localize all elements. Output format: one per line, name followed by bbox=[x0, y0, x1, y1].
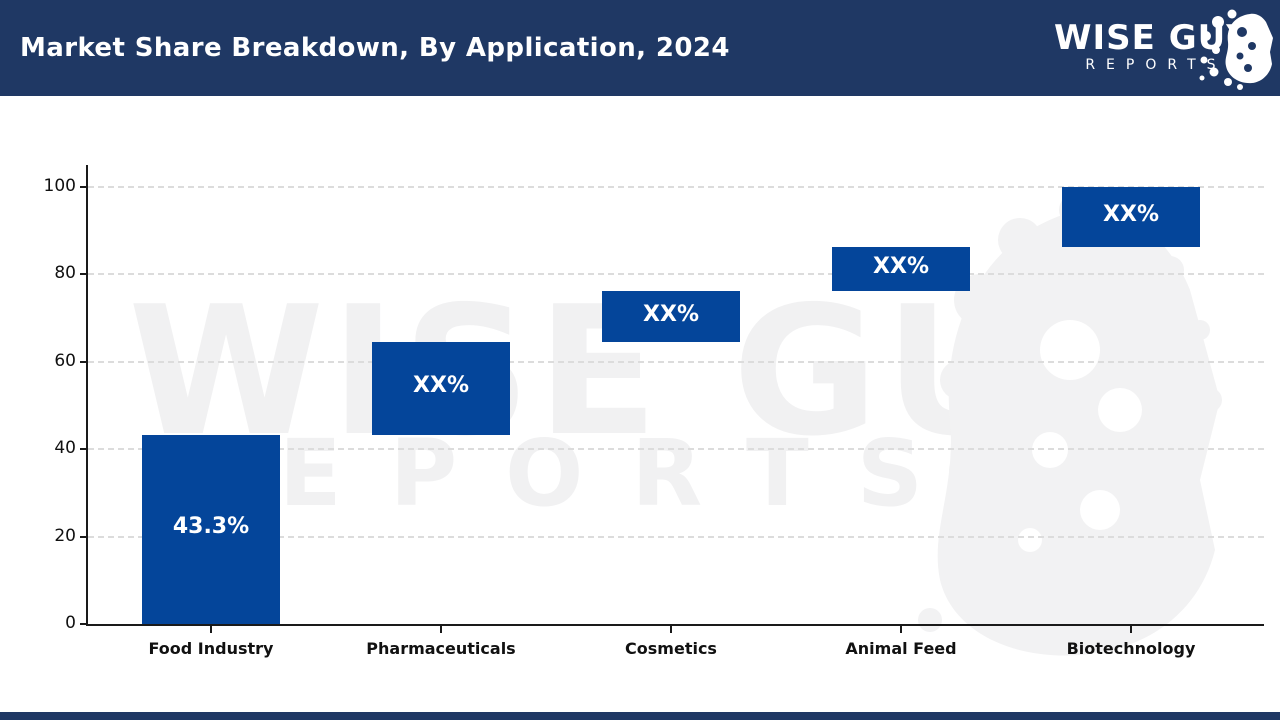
header-bar: Market Share Breakdown, By Application, … bbox=[0, 0, 1280, 96]
x-tickmark bbox=[210, 626, 212, 633]
y-tick-label: 20 bbox=[54, 525, 76, 546]
watermark-head-icon bbox=[918, 194, 1222, 656]
y-tick-label: 40 bbox=[54, 438, 76, 459]
y-tickmark bbox=[80, 186, 88, 188]
y-tick-label: 60 bbox=[54, 350, 76, 371]
y-tickmark bbox=[80, 448, 88, 451]
y-tick-label: 80 bbox=[54, 263, 76, 284]
gridline bbox=[88, 448, 1264, 451]
y-tickmark bbox=[80, 623, 88, 625]
gridline bbox=[88, 360, 1264, 363]
gridline bbox=[88, 186, 1264, 188]
bar-value-label: XX% bbox=[873, 253, 929, 279]
bar-pharmaceuticals bbox=[372, 342, 510, 435]
logo-subtext: REPORTS bbox=[1085, 57, 1227, 73]
bar-value-label: XX% bbox=[643, 301, 699, 327]
y-axis bbox=[86, 165, 88, 626]
x-axis bbox=[88, 624, 1264, 626]
x-tickmark bbox=[670, 626, 672, 633]
y-tickmark bbox=[80, 273, 88, 276]
bar-value-label: 43.3% bbox=[172, 514, 250, 540]
x-category-label: Biotechnology bbox=[1066, 639, 1196, 658]
x-category-label: Food Industry bbox=[148, 639, 274, 658]
page-title: Market Share Breakdown, By Application, … bbox=[20, 33, 730, 63]
x-tickmark bbox=[1130, 626, 1132, 633]
logo-head-icon bbox=[1199, 9, 1273, 90]
y-tick-label: 0 bbox=[65, 613, 76, 633]
x-category-label: Pharmaceuticals bbox=[366, 639, 516, 658]
y-tick-label: 100 bbox=[43, 176, 76, 196]
bar-value-label: XX% bbox=[413, 373, 469, 399]
y-tickmark bbox=[80, 535, 88, 538]
x-category-label: Animal Feed bbox=[845, 639, 957, 658]
bar-value-label: XX% bbox=[1103, 201, 1159, 227]
bar-cosmetics bbox=[602, 291, 740, 343]
x-tickmark bbox=[440, 626, 442, 633]
watermark-reports: REPORTS bbox=[160, 420, 972, 527]
bar-food-industry bbox=[142, 434, 280, 624]
wise-guy-logo: WISE GUY REPORTS bbox=[1020, 6, 1273, 90]
x-tickmark bbox=[900, 626, 902, 633]
bar-biotechnology bbox=[1062, 187, 1200, 247]
footer-bar bbox=[0, 712, 1280, 720]
bar-animal-feed bbox=[832, 246, 970, 291]
gridline bbox=[88, 273, 1264, 276]
x-category-label: Cosmetics bbox=[625, 639, 717, 658]
gridline bbox=[88, 535, 1264, 538]
y-tickmark bbox=[80, 360, 88, 363]
